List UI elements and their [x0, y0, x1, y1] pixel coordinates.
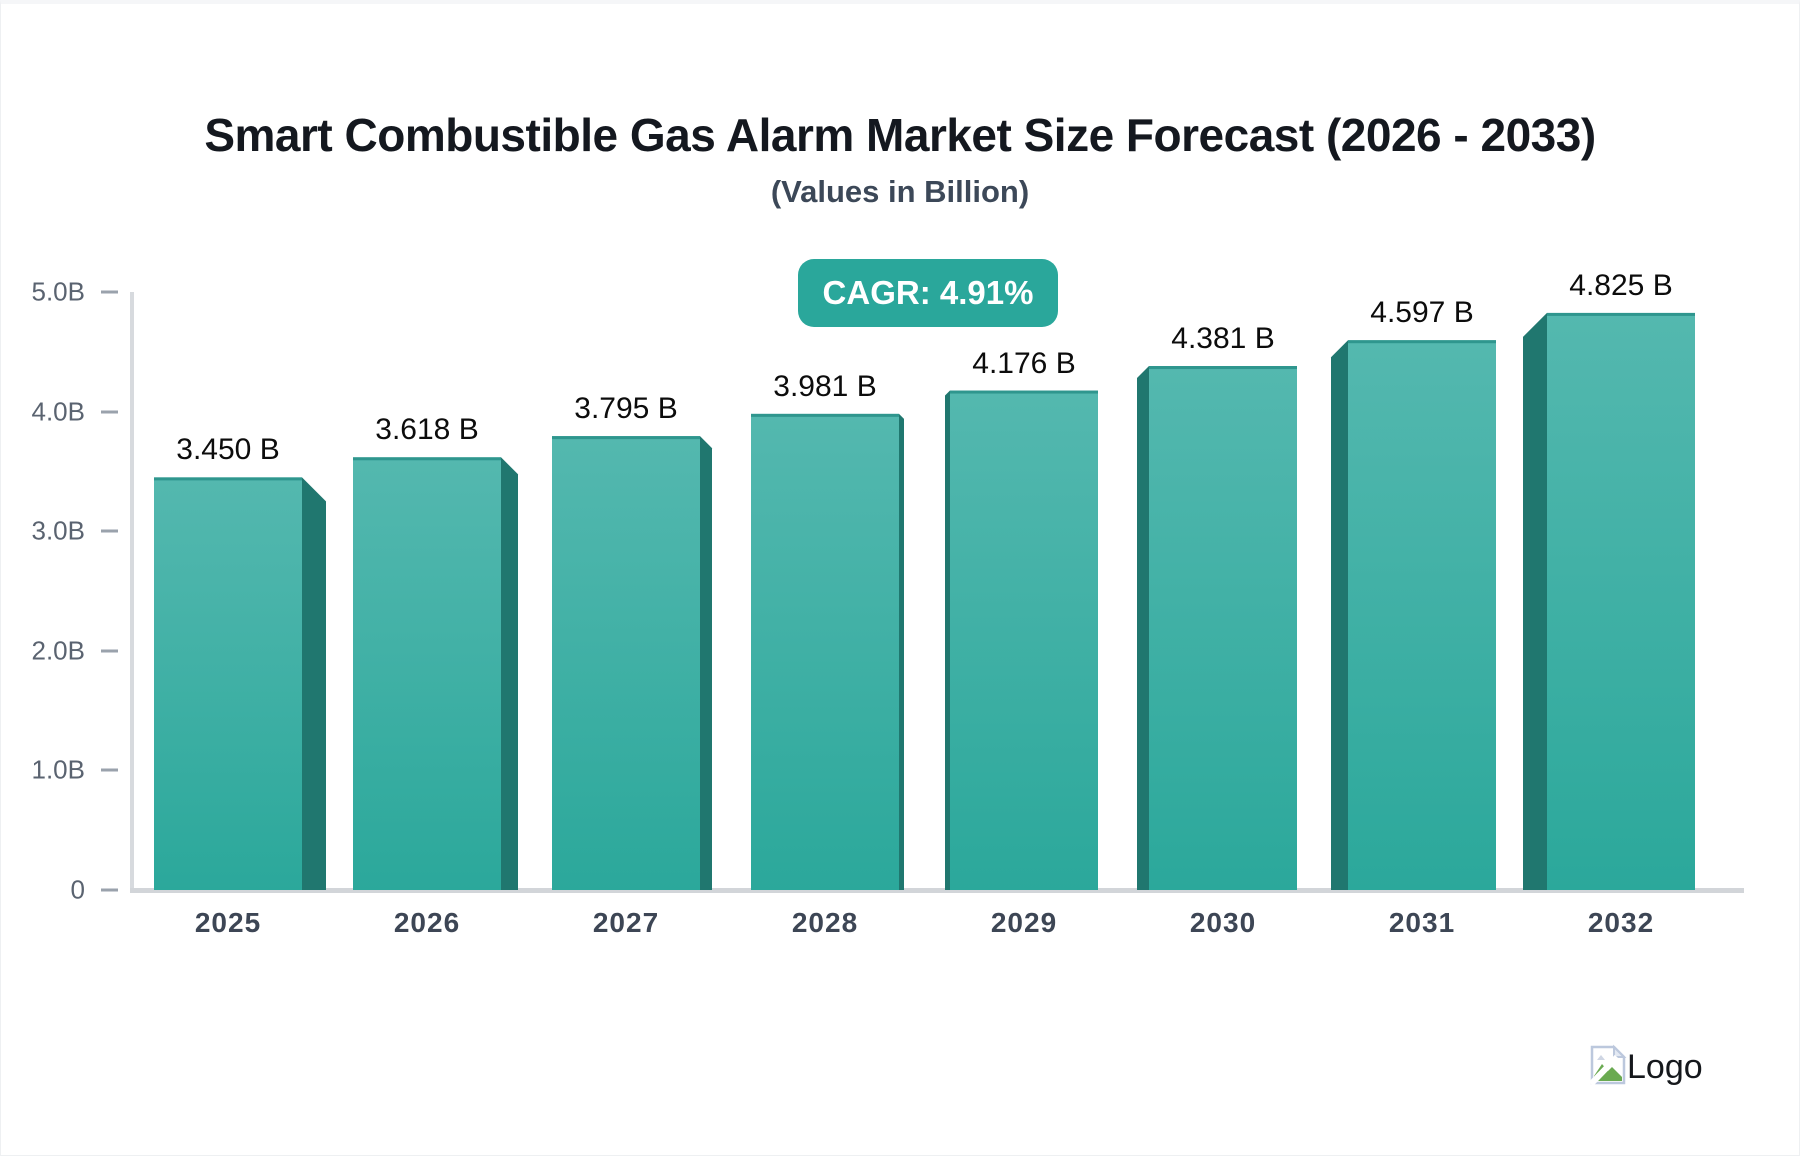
bar-face	[751, 413, 899, 890]
bar-face	[1547, 312, 1695, 890]
y-axis-tick-label: 5.0B	[31, 276, 86, 307]
bar-top-edge	[950, 390, 1098, 394]
bar-side	[700, 436, 712, 890]
bar-value-label: 4.825 B	[1569, 268, 1673, 302]
y-axis-tick	[101, 768, 118, 772]
x-axis-label: 2027	[592, 907, 660, 938]
bar-side	[1137, 366, 1149, 890]
x-axis-label: 2030	[1189, 907, 1257, 938]
x-axis-baseline	[130, 888, 1744, 893]
x-axis-label: 2031	[1388, 907, 1456, 938]
y-axis-tick-label: 3.0B	[31, 515, 86, 546]
bar-face	[1348, 340, 1496, 890]
bar-face	[950, 390, 1098, 890]
y-axis-tick	[101, 410, 118, 414]
x-axis-label: 2032	[1587, 907, 1655, 938]
bar-value-label: 4.176 B	[972, 346, 1076, 380]
chart-subtitle: (Values in Billion)	[770, 174, 1030, 209]
y-axis-tick	[101, 649, 118, 653]
cagr-badge: CAGR: 4.91%	[798, 259, 1058, 327]
bar-value-label: 4.597 B	[1370, 296, 1474, 330]
logo-alt-text: Logo	[1627, 1048, 1703, 1086]
y-axis-tick	[101, 290, 118, 294]
x-axis-label: 2029	[990, 907, 1058, 938]
bar-value-label: 3.795 B	[574, 392, 678, 426]
bar-chart-canvas	[154, 312, 1695, 890]
bar-top-edge	[1348, 340, 1496, 344]
x-axis-label: 2025	[194, 907, 262, 938]
bar-side	[1523, 312, 1547, 890]
bar-side	[1331, 340, 1348, 890]
x-axis-label: 2028	[791, 907, 859, 938]
bar-side	[501, 457, 518, 890]
bar-top-edge	[751, 413, 899, 417]
bar-side	[899, 413, 904, 890]
y-axis-tick-label: 0	[70, 874, 85, 905]
y-axis-line	[130, 292, 134, 890]
y-axis-tick	[101, 888, 118, 892]
bars-group	[154, 312, 1695, 890]
chart-title: Smart Combustible Gas Alarm Market Size …	[204, 109, 1596, 161]
bar-side	[302, 477, 326, 890]
bar-face	[154, 477, 302, 890]
bar-top-edge	[1547, 312, 1695, 316]
broken-image-icon	[1589, 1044, 1627, 1086]
bar-top-edge	[353, 457, 501, 461]
y-axis-tick-label: 2.0B	[31, 635, 86, 666]
bar-value-label: 4.381 B	[1171, 322, 1275, 356]
bar-top-edge	[1149, 366, 1297, 370]
y-axis-tick-label: 4.0B	[31, 396, 86, 427]
x-axis-label: 2026	[393, 907, 461, 938]
bar-face	[353, 457, 501, 890]
y-axis-tick	[101, 529, 118, 533]
bar-top-edge	[552, 436, 700, 440]
bar-face	[1149, 366, 1297, 890]
bar-top-edge	[154, 477, 302, 481]
y-axis-tick-label: 1.0B	[31, 754, 86, 785]
bar-value-label: 3.450 B	[176, 433, 280, 467]
bar-value-label: 3.981 B	[773, 369, 877, 403]
bar-value-label: 3.618 B	[375, 413, 479, 447]
logo: Logo	[1589, 1044, 1703, 1086]
bar-side	[945, 390, 950, 890]
bar-face	[552, 436, 700, 890]
